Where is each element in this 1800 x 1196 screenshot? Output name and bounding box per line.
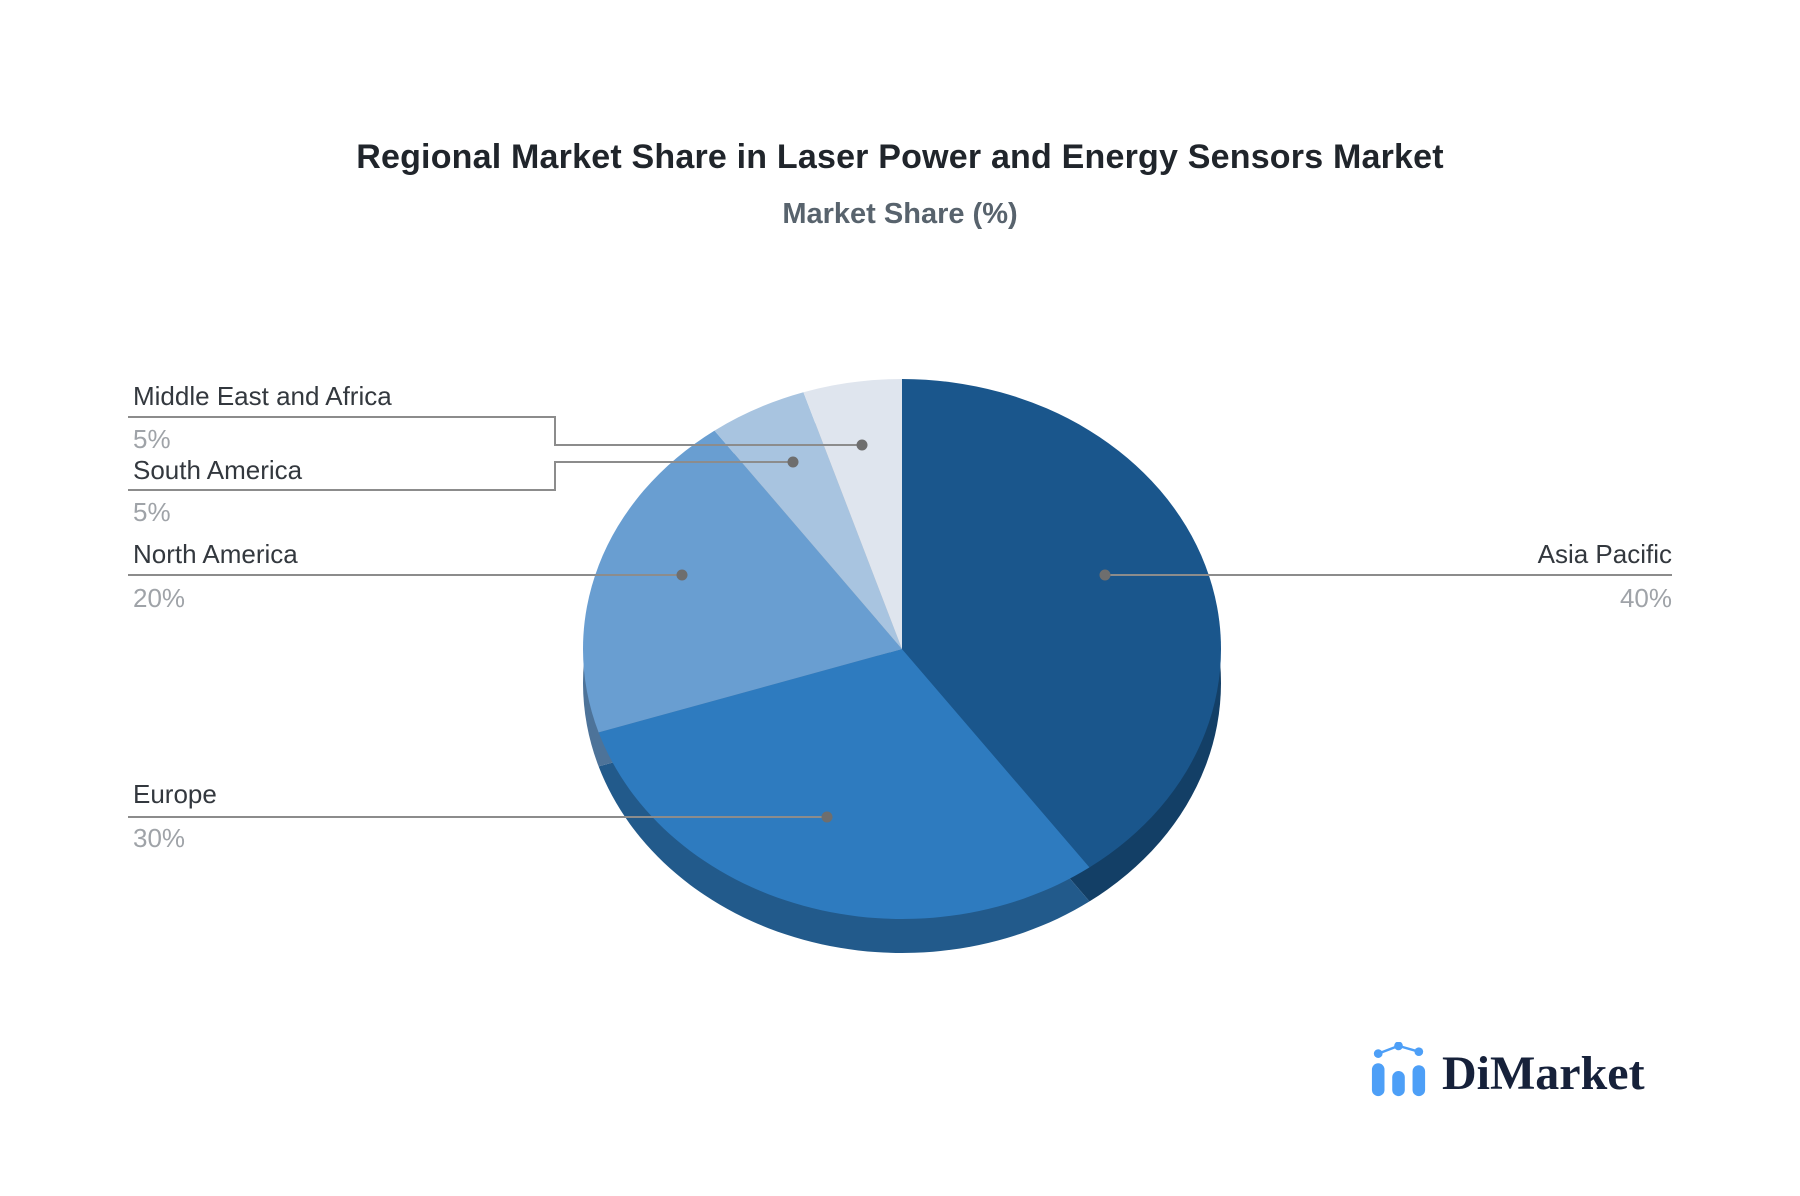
pie-slice-middle-east-and-africa[interactable]: [803, 379, 902, 649]
chart-subtitle: Market Share (%): [782, 198, 1018, 230]
anchor-dot-asia-pacific: [1099, 569, 1111, 581]
label-south-america: South America: [133, 455, 303, 485]
brand-name: DiMarket: [1442, 1047, 1645, 1100]
anchor-dot-north-america: [676, 569, 688, 581]
anchor-dot-south-america: [787, 456, 799, 468]
pie-slice-south-america[interactable]: [714, 392, 902, 649]
callout-dots: [676, 439, 1111, 823]
brand-logo: DiMarket: [1368, 1042, 1645, 1100]
label-north-america: North America: [133, 539, 298, 569]
value-asia-pacific: 40%: [1619, 583, 1672, 613]
value-north-america: 20%: [133, 583, 186, 613]
value-europe: 30%: [133, 823, 186, 853]
value-south-america: 5%: [133, 497, 171, 527]
anchor-dot-europe: [821, 811, 833, 823]
pie-slice-asia-pacific[interactable]: [902, 379, 1221, 868]
leader-south-america: [128, 461, 793, 491]
chart-title: Regional Market Share in Laser Power and…: [356, 138, 1444, 176]
bar-chart-logo-icon: [1371, 1042, 1426, 1097]
label-asia-pacific: Asia Pacific: [1537, 539, 1672, 569]
pie-slice-europe[interactable]: [598, 649, 1090, 919]
pie-slice-north-america[interactable]: [582, 430, 902, 733]
callout-lines: [128, 416, 1672, 818]
label-europe: Europe: [133, 779, 217, 809]
pie-slices[interactable]: [582, 379, 1221, 919]
leader-middle-east-and-africa: [128, 416, 862, 446]
anchor-dot-middle-east-and-africa: [856, 439, 868, 451]
value-middle-east-and-africa: 5%: [133, 424, 171, 454]
label-middle-east-and-africa: Middle East and Africa: [133, 381, 392, 411]
